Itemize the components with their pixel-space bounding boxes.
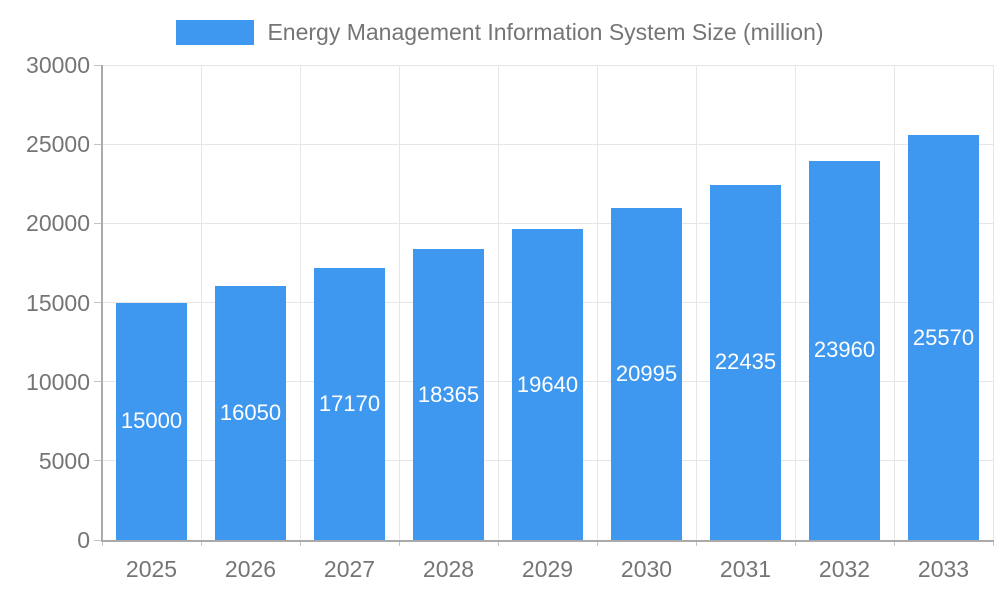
grid-line-horizontal: [102, 64, 993, 66]
legend-label: Energy Management Information System Siz…: [267, 19, 824, 45]
grid-line-vertical: [893, 65, 895, 540]
bar[interactable]: 19640: [512, 229, 583, 540]
x-axis-tick-mark: [992, 540, 994, 546]
y-tick-label: 25000: [26, 131, 90, 158]
grid-line-horizontal: [102, 222, 993, 224]
bar-value-label: 15000: [120, 408, 183, 434]
bar-value-label: 23960: [813, 337, 876, 363]
x-tick-label: 2026: [224, 556, 277, 582]
x-tick-label: 2032: [818, 556, 871, 582]
bar[interactable]: 15000: [116, 302, 187, 540]
x-tick-label: 2031: [719, 556, 772, 582]
grid-line-vertical: [794, 65, 796, 540]
grid-line-horizontal: [102, 143, 993, 145]
x-axis-tick-mark: [893, 540, 895, 546]
grid-line-vertical: [299, 65, 301, 540]
x-axis-tick-mark: [398, 540, 400, 546]
grid-line-vertical: [200, 65, 202, 540]
y-axis-line: [101, 65, 103, 542]
bar-value-label: 22435: [714, 349, 777, 375]
y-tick-label: 30000: [26, 52, 90, 78]
y-tick-label: 10000: [26, 368, 90, 395]
grid-line-vertical: [596, 65, 598, 540]
grid-line-vertical: [398, 65, 400, 540]
y-axis-tick-mark: [94, 64, 102, 66]
y-axis-tick-mark: [94, 381, 102, 383]
bar[interactable]: 22435: [710, 184, 781, 540]
bar-value-label: 17170: [318, 391, 381, 417]
grid-line-vertical: [992, 65, 994, 540]
y-axis-tick-mark: [94, 539, 102, 541]
x-axis-tick-mark: [596, 540, 598, 546]
y-axis-tick-mark: [94, 460, 102, 462]
x-tick-label: 2028: [422, 556, 475, 582]
x-axis-tick-mark: [497, 540, 499, 546]
grid-line-vertical: [497, 65, 499, 540]
legend-swatch: [176, 20, 255, 45]
bar[interactable]: 23960: [809, 160, 880, 540]
y-axis-tick-mark: [94, 222, 102, 224]
bar-value-label: 19640: [516, 371, 579, 397]
bar[interactable]: 17170: [314, 268, 385, 540]
bar[interactable]: 18365: [413, 249, 484, 540]
y-tick-label: 5000: [38, 447, 90, 474]
y-tick-label: 20000: [26, 210, 90, 237]
bar-value-label: 20995: [615, 360, 678, 386]
x-axis-tick-mark: [794, 540, 796, 546]
x-tick-label: 2029: [521, 556, 574, 582]
x-tick-label: 2027: [323, 556, 376, 582]
x-tick-label: 2025: [125, 556, 178, 582]
grid-line-vertical: [695, 65, 697, 540]
bar-value-label: 16050: [219, 399, 282, 425]
x-tick-label: 2030: [620, 556, 673, 582]
bar-value-label: 25570: [912, 324, 975, 350]
x-axis-tick-mark: [299, 540, 301, 546]
y-axis-tick-mark: [94, 143, 102, 145]
bar[interactable]: 20995: [611, 207, 682, 540]
y-tick-label: 15000: [26, 289, 90, 316]
x-axis-tick-mark: [101, 540, 103, 546]
x-axis-line: [101, 540, 994, 542]
chart-legend[interactable]: Energy Management Information System Siz…: [0, 20, 1000, 45]
x-axis-tick-mark: [695, 540, 697, 546]
y-axis-tick-mark: [94, 302, 102, 303]
x-tick-label: 2033: [917, 556, 970, 582]
y-tick-label: 0: [77, 527, 90, 553]
bar-value-label: 18365: [417, 381, 480, 407]
x-axis-tick-mark: [200, 540, 202, 546]
bar[interactable]: 25570: [908, 135, 979, 540]
bar[interactable]: 16050: [215, 285, 286, 540]
